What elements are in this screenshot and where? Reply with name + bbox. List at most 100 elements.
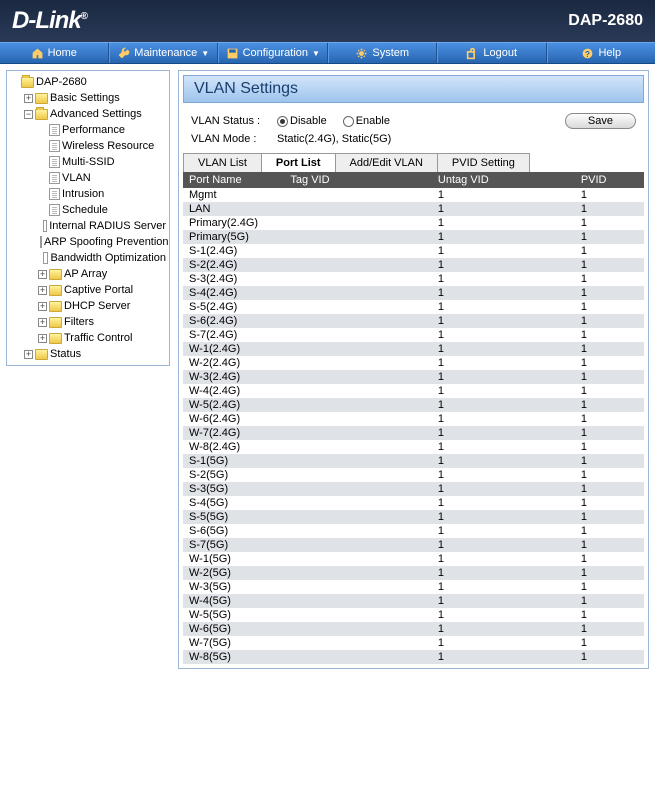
table-row: W-6(5G)11 [183, 622, 644, 636]
cell-untag: 1 [432, 580, 575, 594]
cell-pvid: 1 [575, 356, 644, 370]
menu-configuration[interactable]: Configuration▼ [218, 43, 328, 63]
tree-basic-settings[interactable]: +Basic Settings [24, 90, 166, 106]
table-row: W-7(5G)11 [183, 636, 644, 650]
cell-port: W-7(2.4G) [183, 426, 284, 440]
tree-traffic-control[interactable]: +Traffic Control [38, 330, 166, 346]
cell-pvid: 1 [575, 524, 644, 538]
cell-tag [284, 216, 432, 230]
radio-icon [343, 116, 354, 127]
cell-port: S-3(5G) [183, 482, 284, 496]
cell-port: W-6(5G) [183, 622, 284, 636]
tab-pvid-setting[interactable]: PVID Setting [437, 153, 530, 172]
tree-root[interactable]: DAP-2680 [10, 74, 166, 90]
cell-port: Primary(2.4G) [183, 216, 284, 230]
tree-filters[interactable]: +Filters [38, 314, 166, 330]
tree-ap-array[interactable]: +AP Array [38, 266, 166, 282]
tree-radius[interactable]: Internal RADIUS Server [38, 218, 166, 234]
cell-port: Mgmt [183, 188, 284, 202]
top-menu: Home Maintenance▼ Configuration▼ System … [0, 42, 655, 64]
page-icon [43, 220, 48, 232]
expand-icon[interactable]: + [38, 302, 47, 311]
tree-schedule[interactable]: Schedule [38, 202, 166, 218]
menu-help[interactable]: ? Help [547, 43, 655, 63]
cell-tag [284, 594, 432, 608]
table-row: W-3(5G)11 [183, 580, 644, 594]
tree-arp[interactable]: ARP Spoofing Prevention [38, 234, 166, 250]
tree-wireless-resource[interactable]: Wireless Resource [38, 138, 166, 154]
tree-performance[interactable]: Performance [38, 122, 166, 138]
cell-untag: 1 [432, 566, 575, 580]
cell-port: LAN [183, 202, 284, 216]
menu-home-label: Home [48, 47, 77, 59]
radio-disable[interactable]: Disable [277, 115, 327, 127]
table-row: W-8(2.4G)11 [183, 440, 644, 454]
cell-tag [284, 496, 432, 510]
tree-advanced-settings[interactable]: −Advanced Settings [24, 106, 166, 122]
cell-pvid: 1 [575, 314, 644, 328]
cell-untag: 1 [432, 538, 575, 552]
menu-system[interactable]: System [328, 43, 438, 63]
cell-tag [284, 650, 432, 664]
menu-logout[interactable]: Logout [437, 43, 547, 63]
cell-untag: 1 [432, 398, 575, 412]
expand-icon[interactable]: + [38, 286, 47, 295]
tab-add-edit-vlan[interactable]: Add/Edit VLAN [335, 153, 438, 172]
tree-dhcp-server[interactable]: +DHCP Server [38, 298, 166, 314]
table-row: W-8(5G)11 [183, 650, 644, 664]
cell-pvid: 1 [575, 188, 644, 202]
cell-pvid: 1 [575, 608, 644, 622]
expand-icon[interactable]: + [38, 270, 47, 279]
radio-enable[interactable]: Enable [343, 115, 390, 127]
nav-tree: DAP-2680 +Basic Settings −Advanced Setti… [6, 70, 170, 366]
expand-icon[interactable]: + [24, 94, 33, 103]
menu-maintenance[interactable]: Maintenance▼ [109, 43, 219, 63]
folder-icon [21, 77, 34, 88]
expand-icon[interactable]: + [24, 350, 33, 359]
menu-maintenance-label: Maintenance [134, 47, 197, 59]
folder-icon [49, 269, 62, 280]
radio-enable-label: Enable [356, 115, 390, 127]
table-row: W-4(5G)11 [183, 594, 644, 608]
col-port-name: Port Name [183, 172, 284, 188]
cell-untag: 1 [432, 300, 575, 314]
cell-tag [284, 300, 432, 314]
page-icon [40, 236, 42, 248]
tree-intrusion[interactable]: Intrusion [38, 186, 166, 202]
expand-icon[interactable]: + [38, 318, 47, 327]
cell-tag [284, 440, 432, 454]
tab-vlan-list[interactable]: VLAN List [183, 153, 262, 172]
expand-icon[interactable]: + [38, 334, 47, 343]
cell-pvid: 1 [575, 454, 644, 468]
tree-captive-portal[interactable]: +Captive Portal [38, 282, 166, 298]
page-icon [49, 140, 60, 152]
tree-status[interactable]: +Status [24, 346, 166, 362]
cell-tag [284, 552, 432, 566]
cell-pvid: 1 [575, 370, 644, 384]
collapse-icon[interactable]: − [24, 110, 33, 119]
logout-icon [466, 47, 479, 60]
table-row: S-7(5G)11 [183, 538, 644, 552]
cell-tag [284, 286, 432, 300]
cell-untag: 1 [432, 594, 575, 608]
tree-vlan[interactable]: VLAN [38, 170, 166, 186]
cell-port: W-4(5G) [183, 594, 284, 608]
cell-tag [284, 468, 432, 482]
tree-multi-ssid[interactable]: Multi-SSID [38, 154, 166, 170]
tab-port-list[interactable]: Port List [261, 153, 336, 172]
menu-home[interactable]: Home [0, 43, 109, 63]
table-row: Primary(2.4G)11 [183, 216, 644, 230]
cell-pvid: 1 [575, 216, 644, 230]
cell-untag: 1 [432, 426, 575, 440]
table-row: W-2(5G)11 [183, 566, 644, 580]
cell-pvid: 1 [575, 258, 644, 272]
tree-bandwidth[interactable]: Bandwidth Optimization [38, 250, 166, 266]
save-button[interactable]: Save [565, 113, 636, 129]
cell-port: S-6(2.4G) [183, 314, 284, 328]
cell-port: S-5(2.4G) [183, 300, 284, 314]
cell-pvid: 1 [575, 202, 644, 216]
cell-tag [284, 412, 432, 426]
cell-port: W-8(5G) [183, 650, 284, 664]
cell-tag [284, 622, 432, 636]
home-icon [31, 47, 44, 60]
